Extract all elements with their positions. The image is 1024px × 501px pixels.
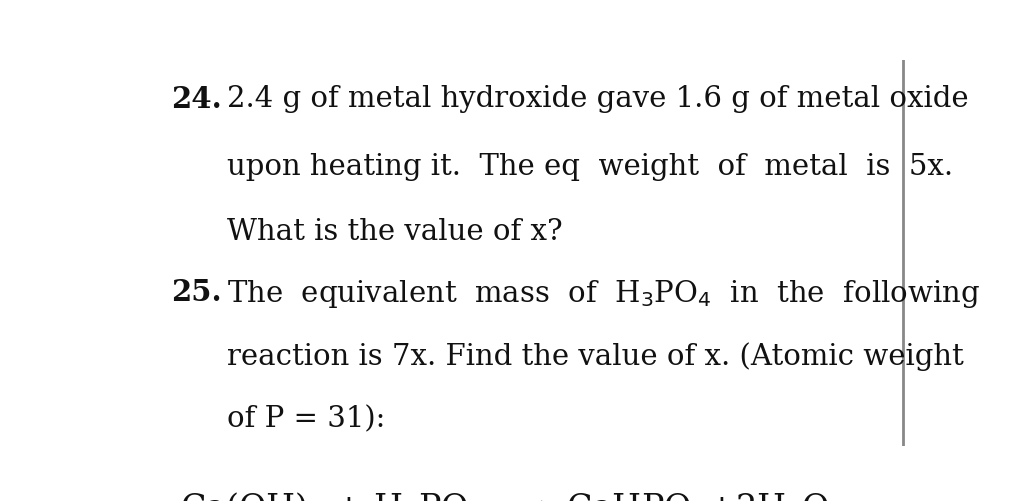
Text: reaction is 7x. Find the value of x. (Atomic weight: reaction is 7x. Find the value of x. (At… xyxy=(227,342,964,371)
Text: The  equivalent  mass  of  H$_3$PO$_4$  in  the  following: The equivalent mass of H$_3$PO$_4$ in th… xyxy=(227,278,980,310)
Text: 2.4 g of metal hydroxide gave 1.6 g of metal oxide: 2.4 g of metal hydroxide gave 1.6 g of m… xyxy=(227,85,969,113)
Text: of P = 31):: of P = 31): xyxy=(227,405,386,433)
Text: 24.: 24. xyxy=(171,85,221,114)
Text: 25.: 25. xyxy=(171,278,221,307)
Text: upon heating it.  The eq  weight  of  metal  is  5x.: upon heating it. The eq weight of metal … xyxy=(227,153,953,181)
Text: What is the value of x?: What is the value of x? xyxy=(227,218,563,246)
Text: Ca(OH)$_2$ + H$_3$PO$_4$ $\longrightarrow$ CaHPO$_4$+2H$_2$O: Ca(OH)$_2$ + H$_3$PO$_4$ $\longrightarro… xyxy=(180,490,829,501)
